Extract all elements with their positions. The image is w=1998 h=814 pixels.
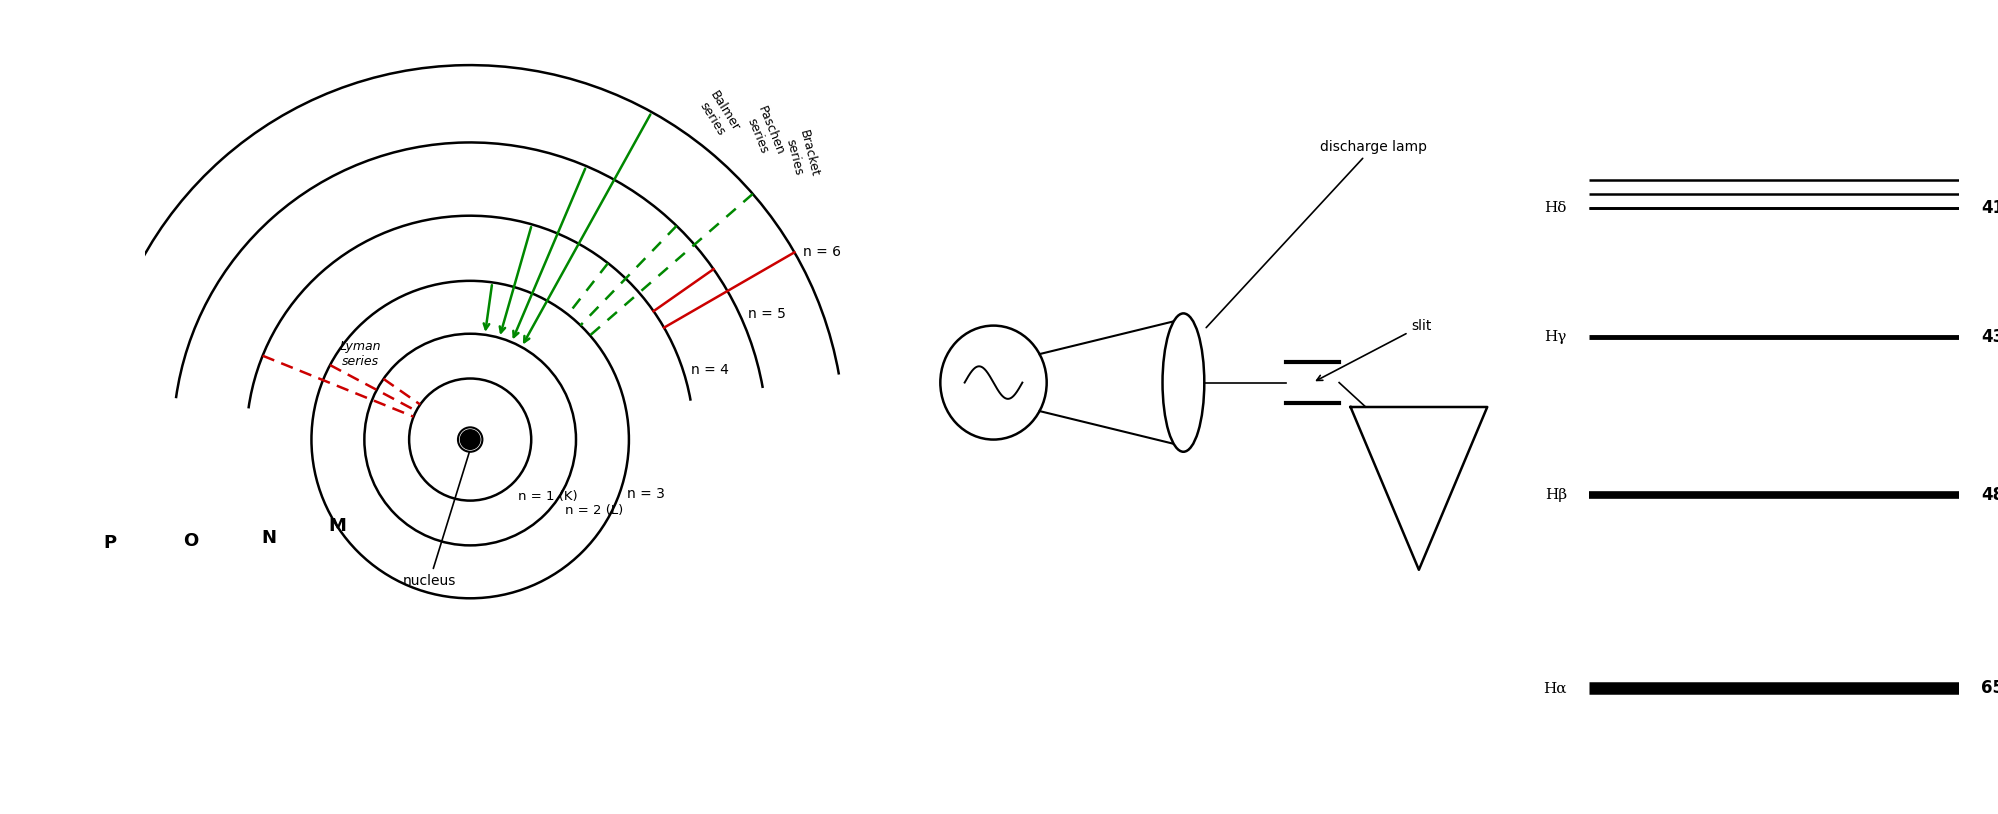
Text: Hγ: Hγ <box>1544 330 1566 344</box>
Text: n = 1 (K): n = 1 (K) <box>517 490 577 503</box>
Text: n = 4: n = 4 <box>691 363 729 378</box>
Text: 4861: 4861 <box>1980 486 1998 504</box>
Text: n = 6: n = 6 <box>801 245 841 260</box>
Text: M: M <box>328 517 346 535</box>
Text: Bracket
series: Bracket series <box>781 129 821 182</box>
Text: Hδ: Hδ <box>1544 201 1566 216</box>
Text: Paschen
series: Paschen series <box>741 104 787 162</box>
Text: Hβ: Hβ <box>1544 488 1566 502</box>
Text: N: N <box>262 528 276 547</box>
Text: Balmer
series: Balmer series <box>693 88 741 141</box>
Text: Lyman
series: Lyman series <box>340 340 382 368</box>
Text: discharge lamp: discharge lamp <box>1205 139 1427 327</box>
Text: nucleus: nucleus <box>402 452 470 588</box>
Text: slit: slit <box>1317 318 1431 380</box>
Text: n = 2 (L): n = 2 (L) <box>565 505 623 518</box>
Text: P: P <box>104 534 116 552</box>
Text: n = 5: n = 5 <box>747 307 785 321</box>
Text: n = 3: n = 3 <box>627 487 665 501</box>
Circle shape <box>460 430 480 449</box>
Text: O: O <box>184 532 198 550</box>
Text: 4340: 4340 <box>1980 328 1998 346</box>
Text: Hα: Hα <box>1542 681 1566 695</box>
Text: 6563: 6563 <box>1980 680 1998 698</box>
Text: 4102: 4102 <box>1980 199 1998 217</box>
